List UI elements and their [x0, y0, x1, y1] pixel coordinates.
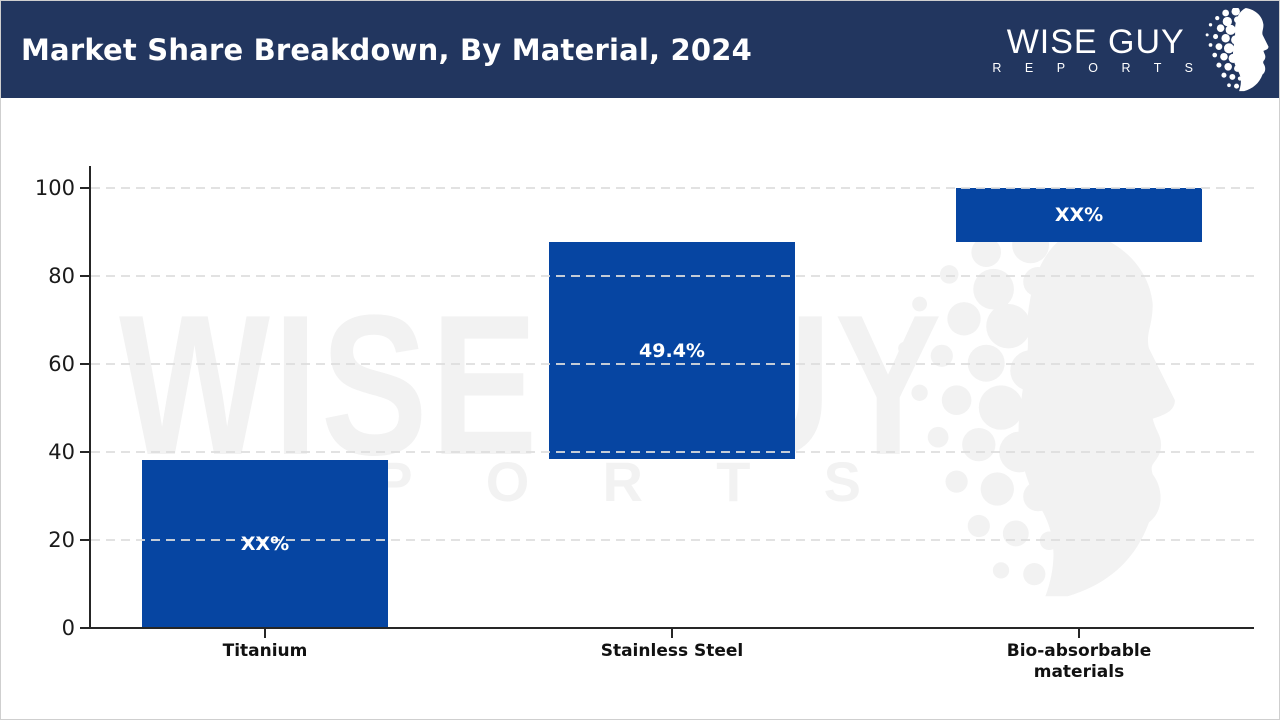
page-title: Market Share Breakdown, By Material, 202… [21, 32, 753, 67]
logo-text: WISE GUY R E P O R T S [988, 22, 1203, 76]
x-tick-label-1: Titanium [222, 641, 308, 661]
y-tick-60 [80, 363, 89, 365]
y-tick-label-20: 20 [48, 528, 75, 552]
gridline-100 [91, 187, 1254, 189]
gridline-60 [91, 363, 1254, 365]
y-tick-label-80: 80 [48, 264, 75, 288]
x-tick-label-2: Stainless Steel [600, 641, 744, 661]
y-tick-20 [80, 539, 89, 541]
x-axis-line [85, 627, 1254, 629]
y-tick-80 [80, 275, 89, 277]
x-tick-1 [264, 629, 266, 638]
wise-guy-logo: WISE GUY R E P O R T S [988, 7, 1273, 93]
y-axis-line [89, 166, 91, 629]
logo-name: WISE GUY [1006, 22, 1185, 61]
bar-value-label-2: 49.4% [639, 339, 705, 362]
y-tick-0 [80, 627, 89, 629]
bar-stainless-steel [549, 242, 795, 460]
gridline-20 [91, 539, 1254, 541]
gridline-80 [91, 275, 1254, 277]
y-tick-label-0: 0 [61, 616, 75, 640]
logo-tagline: R E P O R T S [992, 61, 1203, 76]
x-tick-3 [1078, 629, 1080, 638]
y-tick-label-60: 60 [48, 352, 75, 376]
y-tick-label-40: 40 [48, 440, 75, 464]
bar-titanium [142, 459, 388, 628]
bar-value-label-1: XX% [240, 532, 290, 555]
header-band: Market Share Breakdown, By Material, 202… [1, 1, 1279, 98]
y-tick-100 [80, 187, 89, 189]
x-tick-label-3: Bio-absorbable materials [1006, 641, 1152, 682]
y-tick-40 [80, 451, 89, 453]
y-tick-label-100: 100 [34, 176, 75, 200]
bar-value-label-3: XX% [1054, 204, 1104, 227]
x-tick-2 [671, 629, 673, 638]
gridline-40 [91, 451, 1254, 453]
